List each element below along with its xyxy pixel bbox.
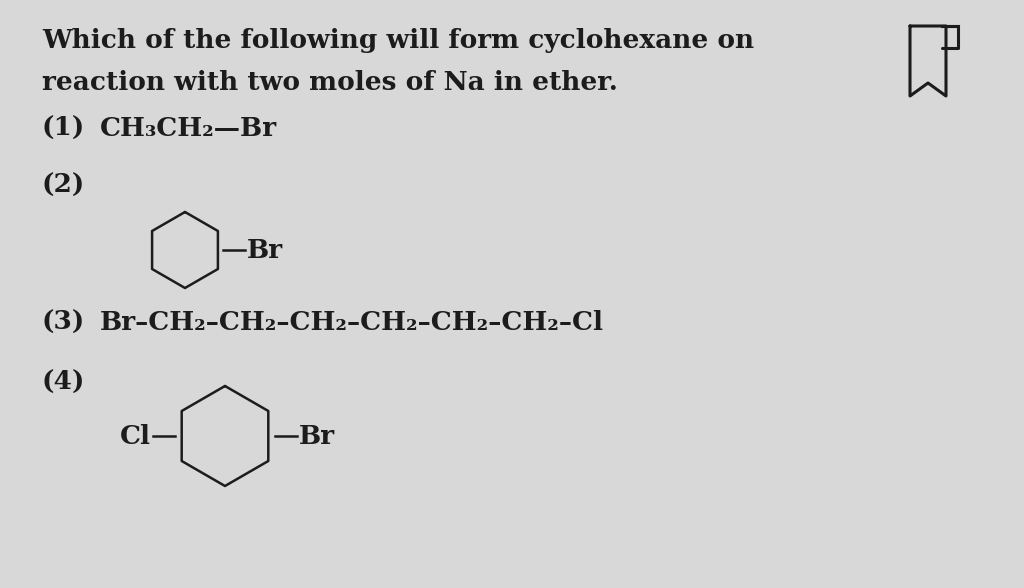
Text: Which of the following will form cyclohexane on: Which of the following will form cyclohe…	[42, 28, 754, 53]
Text: Br: Br	[247, 238, 283, 262]
Text: (4): (4)	[42, 370, 85, 395]
Text: (2): (2)	[42, 173, 85, 198]
Text: Br–CH₂–CH₂–CH₂–CH₂–CH₂–CH₂–Cl: Br–CH₂–CH₂–CH₂–CH₂–CH₂–CH₂–Cl	[100, 310, 604, 335]
Text: CH₃CH₂—Br: CH₃CH₂—Br	[100, 116, 278, 141]
Text: Br: Br	[299, 423, 335, 449]
Text: (1): (1)	[42, 116, 85, 141]
Text: reaction with two moles of Na in ether.: reaction with two moles of Na in ether.	[42, 70, 617, 95]
Text: (3): (3)	[42, 310, 85, 335]
Text: Cl: Cl	[120, 423, 151, 449]
